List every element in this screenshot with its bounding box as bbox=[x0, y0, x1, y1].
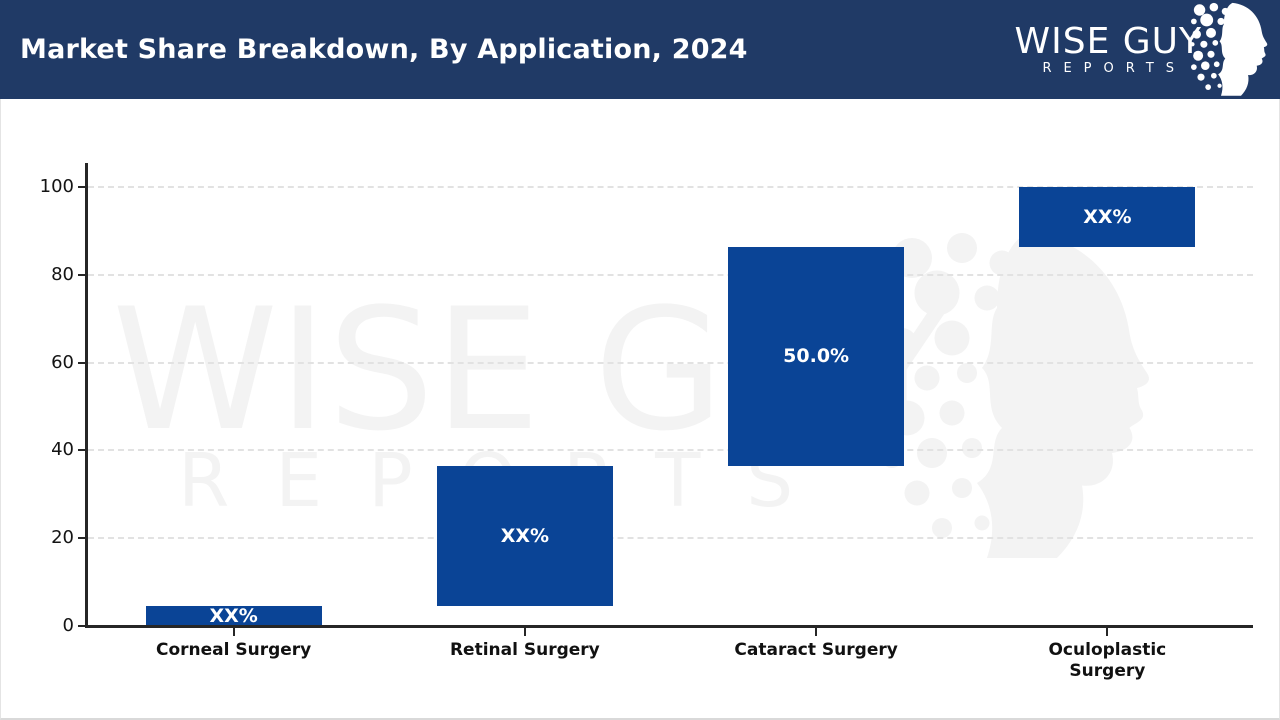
gridline bbox=[88, 537, 1253, 540]
gridline bbox=[88, 361, 1253, 364]
wiseguy-head-icon bbox=[1190, 2, 1268, 96]
y-tick bbox=[78, 186, 87, 188]
y-tick bbox=[78, 625, 87, 627]
bar-value-label: 50.0% bbox=[783, 345, 850, 368]
x-tick bbox=[523, 628, 526, 636]
bar-value-label: XX% bbox=[209, 605, 258, 628]
bar-segment: XX% bbox=[436, 466, 613, 607]
x-tick bbox=[815, 628, 818, 636]
bar-segment: 50.0% bbox=[728, 246, 905, 467]
y-tick bbox=[78, 361, 87, 364]
logo-wordmark: WISE GUY bbox=[1014, 20, 1202, 62]
x-tick bbox=[232, 628, 235, 636]
bar-segment: XX% bbox=[145, 605, 322, 628]
gridline bbox=[88, 449, 1253, 452]
wiseguy-logo: WISE GUY REPORTS bbox=[1015, 2, 1275, 97]
y-tick bbox=[78, 273, 87, 276]
gridline bbox=[88, 186, 1253, 188]
bar-value-label: XX% bbox=[500, 525, 550, 548]
wiseguy-logo-text: WISE GUY REPORTS bbox=[1014, 20, 1203, 77]
y-tick-label: 60 bbox=[51, 351, 74, 373]
y-tick bbox=[78, 449, 87, 452]
chart-title: Market Share Breakdown, By Application, … bbox=[20, 34, 748, 65]
report-header: Market Share Breakdown, By Application, … bbox=[0, 0, 1280, 99]
bar-segment: XX% bbox=[1019, 187, 1196, 247]
y-tick-label: 100 bbox=[39, 176, 74, 197]
category-label: Cataract Surgery bbox=[734, 640, 898, 660]
gridline bbox=[88, 273, 1253, 276]
category-label: Corneal Surgery bbox=[155, 640, 312, 660]
x-axis bbox=[85, 625, 1253, 628]
y-axis bbox=[85, 163, 88, 627]
bar-value-label: XX% bbox=[1083, 205, 1132, 228]
category-label: Oculoplastic Surgery bbox=[1048, 640, 1167, 681]
y-tick-label: 20 bbox=[51, 527, 74, 549]
y-tick-label: 0 bbox=[62, 615, 74, 636]
y-tick-label: 40 bbox=[51, 439, 74, 461]
y-tick bbox=[78, 537, 87, 540]
category-label: Retinal Surgery bbox=[449, 640, 600, 660]
y-tick-label: 80 bbox=[51, 263, 74, 285]
x-tick bbox=[1106, 628, 1109, 636]
logo-subtext: REPORTS bbox=[1042, 61, 1187, 77]
